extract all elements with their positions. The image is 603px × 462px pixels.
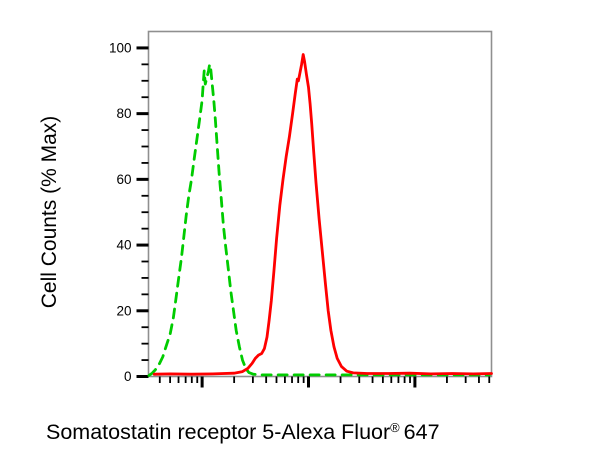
x-axis-title: Somatostatin receptor 5-Alexa Fluor® 647: [46, 420, 566, 445]
y-axis-tick-label: 60: [116, 172, 131, 187]
y-axis-tick-label: 40: [116, 238, 131, 253]
y-axis-tick-label: 100: [109, 40, 132, 55]
y-axis-title: Cell Counts (% Max): [38, 115, 61, 309]
series-green-dashed-curve: [147, 63, 491, 377]
x-axis-title-suffix: 647: [403, 420, 440, 444]
plot-frame: [147, 30, 493, 378]
x-axis-title-text: Somatostatin receptor 5-Alexa Fluor: [46, 420, 391, 444]
y-axis-tick-label: 80: [116, 106, 131, 121]
y-axis-tick-label: 0: [124, 369, 132, 384]
registered-symbol: ®: [390, 420, 400, 435]
y-axis-tick-label: 20: [116, 303, 131, 318]
series-red-solid-curve: [152, 53, 493, 376]
